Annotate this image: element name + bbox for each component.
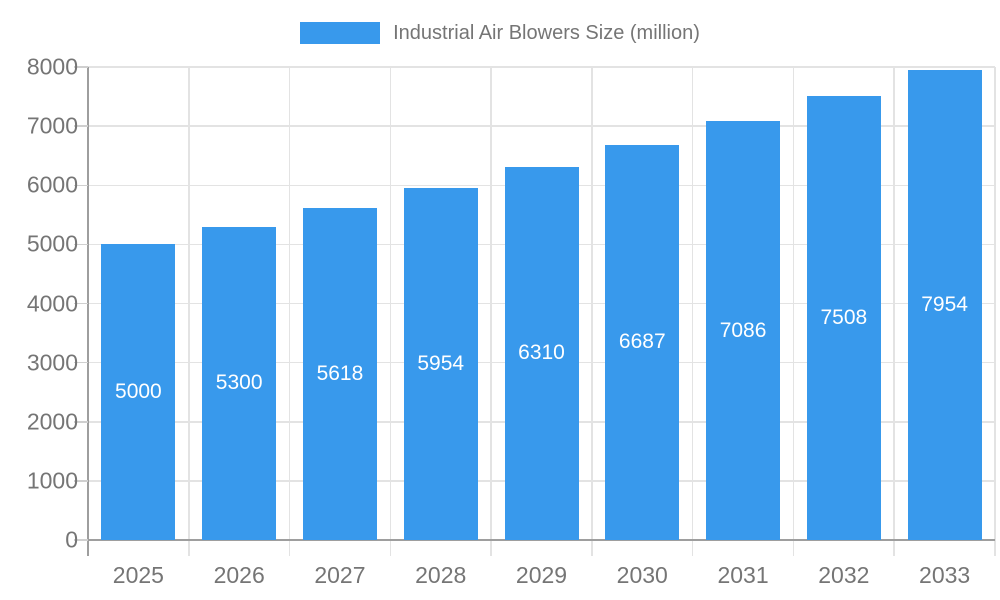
y-axis-tick (74, 421, 88, 423)
y-axis-tick (74, 539, 88, 541)
bar-2032[interactable] (806, 96, 881, 540)
bar-2026[interactable] (202, 226, 277, 540)
y-axis-tick (74, 66, 88, 68)
bar-value-label: 5954 (417, 351, 465, 375)
y-axis-tick (74, 184, 88, 186)
y-axis-label: 8000 (26, 53, 78, 80)
x-axis-label-2025: 2025 (112, 562, 164, 588)
y-gridline (88, 125, 995, 127)
y-axis-label: 0 (65, 526, 78, 553)
category-gridline (188, 67, 190, 556)
y-axis-tick (74, 480, 88, 482)
bar-value-label: 6687 (618, 330, 666, 354)
x-axis-label-2028: 2028 (415, 562, 467, 588)
bar-2027[interactable] (302, 207, 377, 540)
legend-label: Industrial Air Blowers Size (million) (393, 22, 700, 44)
x-axis-label-2027: 2027 (314, 562, 366, 588)
bar-2025[interactable] (101, 244, 176, 540)
bar-2033[interactable] (907, 69, 982, 540)
y-axis-tick (74, 125, 88, 127)
legend[interactable]: Industrial Air Blowers Size (million) (0, 18, 1000, 48)
bar-2031[interactable] (706, 121, 781, 540)
bar-2028[interactable] (403, 187, 478, 540)
x-axis-label-2032: 2032 (818, 562, 870, 588)
y-axis-label: 1000 (26, 467, 78, 494)
y-axis-label: 5000 (26, 230, 78, 257)
bar-value-label: 7086 (719, 318, 767, 342)
category-gridline (994, 67, 996, 556)
category-gridline (490, 67, 492, 556)
y-axis-tick (74, 243, 88, 246)
x-axis-label-2026: 2026 (213, 562, 265, 588)
legend-swatch[interactable] (300, 22, 381, 44)
plot-area: 5000 5300 5618 5954 6310 6687 7086 7508 7954 (87, 66, 996, 556)
x-axis-label-2029: 2029 (515, 562, 568, 588)
y-gridline (88, 66, 995, 68)
x-axis-line (88, 539, 995, 541)
bar-value-label: 5618 (316, 361, 364, 385)
y-axis-tick (74, 361, 88, 364)
bar-2030[interactable] (605, 144, 680, 540)
x-axis-label-2030: 2030 (616, 562, 668, 588)
y-axis-line (87, 67, 89, 556)
bar-2029[interactable] (504, 166, 579, 540)
bar-value-label: 7954 (921, 292, 968, 316)
y-axis-tick (74, 302, 88, 305)
category-gridline (591, 67, 593, 556)
category-gridline (691, 67, 694, 556)
x-axis-label-2031: 2031 (717, 562, 769, 588)
bar-value-label: 5000 (115, 380, 162, 404)
category-gridline (792, 67, 795, 556)
category-gridline (288, 67, 291, 556)
y-axis-label: 6000 (26, 171, 78, 198)
y-axis-label: 4000 (26, 290, 78, 316)
x-axis-label-2033: 2033 (919, 562, 971, 588)
y-axis-label: 3000 (26, 349, 78, 376)
category-gridline (389, 67, 392, 556)
category-gridline (893, 67, 895, 556)
bar-value-label: 7508 (820, 306, 868, 330)
bar-value-label: 5300 (215, 371, 263, 395)
y-axis-label: 2000 (26, 408, 78, 435)
bar-value-label: 6310 (518, 341, 565, 365)
y-axis-label: 7000 (26, 112, 78, 139)
